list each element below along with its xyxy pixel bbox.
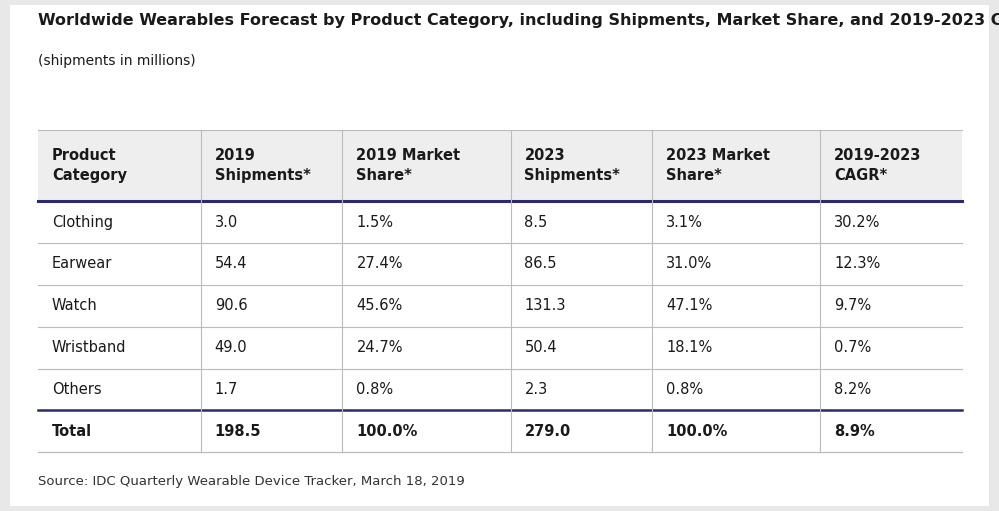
Text: 8.9%: 8.9% — [834, 424, 875, 439]
Text: 50.4: 50.4 — [524, 340, 557, 355]
Text: 24.7%: 24.7% — [357, 340, 403, 355]
Text: 0.8%: 0.8% — [357, 382, 394, 397]
Text: Earwear: Earwear — [52, 257, 112, 271]
Text: Watch: Watch — [52, 298, 98, 313]
Text: 279.0: 279.0 — [524, 424, 570, 439]
Text: 3.0: 3.0 — [215, 215, 238, 229]
Text: 100.0%: 100.0% — [357, 424, 418, 439]
Text: 198.5: 198.5 — [215, 424, 261, 439]
Text: 8.2%: 8.2% — [834, 382, 871, 397]
Text: 131.3: 131.3 — [524, 298, 566, 313]
Text: 100.0%: 100.0% — [666, 424, 727, 439]
Text: 2.3: 2.3 — [524, 382, 547, 397]
Text: 2019-2023
CAGR*: 2019-2023 CAGR* — [834, 148, 922, 183]
Text: 12.3%: 12.3% — [834, 257, 880, 271]
Text: 86.5: 86.5 — [524, 257, 557, 271]
Text: 45.6%: 45.6% — [357, 298, 403, 313]
Text: 54.4: 54.4 — [215, 257, 247, 271]
Text: (shipments in millions): (shipments in millions) — [38, 54, 196, 67]
Text: Total: Total — [52, 424, 92, 439]
Text: Product
Category: Product Category — [52, 148, 127, 183]
Text: 18.1%: 18.1% — [666, 340, 712, 355]
Text: 2019 Market
Share*: 2019 Market Share* — [357, 148, 461, 183]
Text: 9.7%: 9.7% — [834, 298, 871, 313]
Text: 2023
Shipments*: 2023 Shipments* — [524, 148, 620, 183]
Text: 1.5%: 1.5% — [357, 215, 394, 229]
Text: 8.5: 8.5 — [524, 215, 547, 229]
Text: 90.6: 90.6 — [215, 298, 248, 313]
Text: 0.7%: 0.7% — [834, 340, 871, 355]
Text: 30.2%: 30.2% — [834, 215, 881, 229]
Text: 0.8%: 0.8% — [666, 382, 703, 397]
Text: Worldwide Wearables Forecast by Product Category, including Shipments, Market Sh: Worldwide Wearables Forecast by Product … — [38, 13, 999, 28]
Text: Others: Others — [52, 382, 102, 397]
Text: 47.1%: 47.1% — [666, 298, 712, 313]
Text: 1.7: 1.7 — [215, 382, 238, 397]
Text: 27.4%: 27.4% — [357, 257, 403, 271]
Text: Clothing: Clothing — [52, 215, 113, 229]
Text: Wristband: Wristband — [52, 340, 127, 355]
Text: 49.0: 49.0 — [215, 340, 248, 355]
Text: 2019
Shipments*: 2019 Shipments* — [215, 148, 311, 183]
Text: 3.1%: 3.1% — [666, 215, 703, 229]
Text: Source: IDC Quarterly Wearable Device Tracker, March 18, 2019: Source: IDC Quarterly Wearable Device Tr… — [38, 475, 465, 488]
Text: 31.0%: 31.0% — [666, 257, 712, 271]
Text: 2023 Market
Share*: 2023 Market Share* — [666, 148, 770, 183]
